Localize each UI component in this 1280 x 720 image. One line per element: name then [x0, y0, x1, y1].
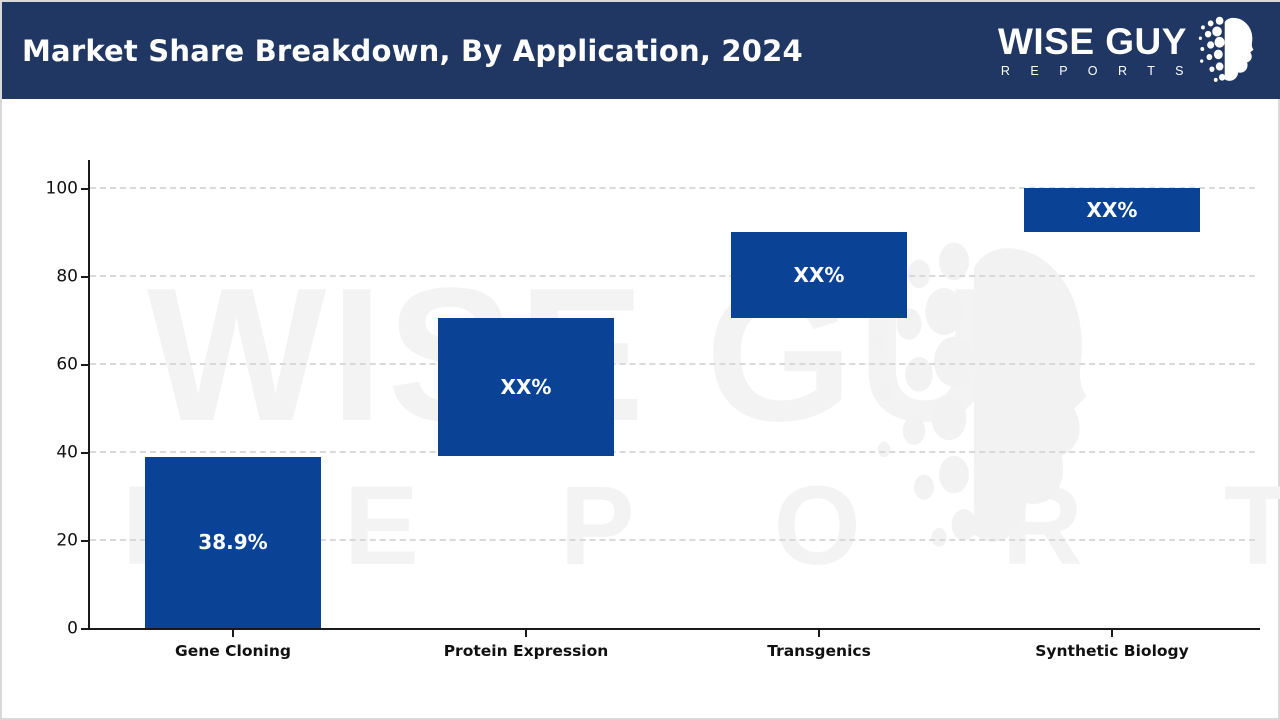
logo-subtext: R E P O R T S: [1000, 64, 1192, 79]
y-tick-label-40: 40: [56, 442, 78, 463]
y-tick-label-100: 100: [45, 178, 78, 199]
bar-value-label: XX%: [793, 262, 845, 287]
bar-value-label: 38.9%: [198, 530, 268, 555]
bar-transgenics: XX%: [731, 232, 907, 318]
category-label-synthetic-biology: Synthetic Biology: [1035, 642, 1189, 660]
gridline-80: [90, 275, 1255, 277]
wiseguy-face-icon: [1198, 16, 1254, 82]
bar-value-label: XX%: [1086, 198, 1138, 222]
wiseguy-logo: WISE GUY R E P O R T S: [993, 14, 1258, 88]
category-label-gene-cloning: Gene Cloning: [175, 642, 291, 660]
x-tick-gene-cloning: [232, 630, 234, 637]
bar-gene-cloning: 38.9%: [145, 456, 321, 628]
y-tick-80: [81, 276, 88, 278]
x-tick-transgenics: [818, 630, 820, 637]
y-tick-label-80: 80: [56, 266, 78, 287]
y-tick-100: [81, 188, 88, 190]
y-axis: [88, 160, 90, 630]
y-tick-60: [81, 364, 88, 366]
y-tick-label-60: 60: [56, 354, 78, 375]
gridline-40: [90, 451, 1255, 453]
bar-protein-expression: XX%: [438, 317, 614, 457]
logo-brand-text: WISE GUY: [997, 21, 1187, 63]
category-label-transgenics: Transgenics: [767, 642, 871, 660]
page-title: Market Share Breakdown, By Application, …: [22, 33, 803, 68]
bar-synthetic-biology: XX%: [1024, 188, 1200, 232]
bar-value-label: XX%: [500, 375, 552, 400]
y-tick-20: [81, 540, 88, 542]
y-tick-label-0: 0: [67, 618, 78, 639]
category-label-protein-expression: Protein Expression: [443, 642, 609, 660]
gridline-20: [90, 539, 1255, 541]
y-tick-0: [81, 628, 88, 630]
y-tick-label-20: 20: [56, 530, 78, 551]
gridline-100: [90, 187, 1255, 189]
gridline-60: [90, 363, 1255, 365]
x-axis: [88, 628, 1260, 630]
x-tick-synthetic-biology: [1111, 630, 1113, 637]
x-tick-protein-expression: [525, 630, 527, 637]
header-bar: Market Share Breakdown, By Application, …: [2, 2, 1280, 99]
y-tick-40: [81, 452, 88, 454]
